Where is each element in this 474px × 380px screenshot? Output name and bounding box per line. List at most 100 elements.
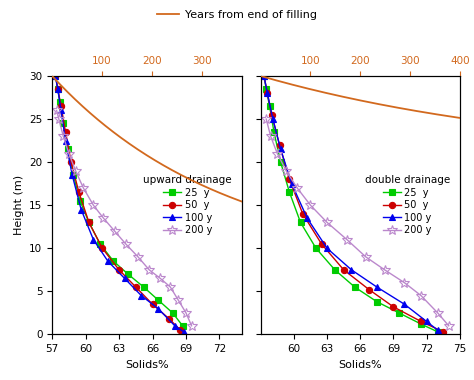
50  y (100, 246, 105, 250)
200 y (435, 310, 440, 315)
100 y (278, 147, 283, 152)
50  y (86, 220, 92, 225)
100 y (78, 207, 84, 212)
100 y (155, 306, 161, 311)
25  y (110, 259, 116, 263)
50  y (287, 177, 292, 182)
Line: 50  y: 50 y (52, 73, 183, 333)
50  y (53, 74, 58, 78)
100 y (424, 319, 429, 324)
50  y (150, 302, 155, 307)
Y-axis label: Height (m): Height (m) (14, 175, 24, 235)
25  y (313, 246, 319, 250)
200 y (344, 238, 350, 242)
200 y (189, 323, 194, 328)
25  y (155, 298, 161, 302)
25  y (77, 199, 83, 203)
50  y (68, 160, 74, 165)
100 y (55, 87, 61, 91)
25  y (264, 87, 269, 91)
25  y (287, 190, 292, 195)
50  y (391, 304, 396, 309)
Line: 100 y: 100 y (261, 73, 441, 333)
25  y (125, 272, 131, 276)
50  y (319, 242, 324, 246)
200 y (175, 298, 181, 302)
X-axis label: Solids%: Solids% (338, 360, 382, 370)
100 y (122, 276, 128, 281)
50  y (133, 285, 138, 289)
200 y (66, 151, 72, 156)
100 y (401, 302, 407, 307)
Line: 200 y: 200 y (52, 106, 196, 331)
25  y (298, 220, 303, 225)
200 y (274, 151, 280, 156)
200 y (324, 220, 330, 225)
200 y (91, 203, 96, 207)
100 y (91, 238, 96, 242)
200 y (183, 310, 189, 315)
200 y (418, 293, 424, 298)
100 y (304, 216, 310, 220)
100 y (348, 268, 354, 272)
50  y (261, 74, 267, 78)
Line: 25  y: 25 y (52, 73, 186, 329)
25  y (53, 74, 58, 78)
25  y (396, 310, 402, 315)
25  y (435, 329, 440, 334)
50  y (63, 130, 68, 134)
100 y (270, 117, 276, 121)
50  y (341, 268, 346, 272)
Legend: 25  y, 50  y, 100 y, 200 y: 25 y, 50 y, 100 y, 200 y (138, 171, 237, 240)
100 y (374, 285, 380, 289)
25  y (374, 299, 380, 304)
100 y (435, 328, 440, 332)
200 y (283, 168, 289, 173)
Line: 25  y: 25 y (261, 73, 441, 335)
25  y (352, 285, 357, 289)
50  y (116, 268, 122, 272)
100 y (58, 108, 64, 113)
50  y (269, 112, 274, 117)
Line: 100 y: 100 y (52, 73, 187, 335)
Line: 200 y: 200 y (261, 114, 454, 331)
X-axis label: Solids%: Solids% (125, 360, 169, 370)
25  y (332, 268, 337, 272)
200 y (382, 268, 387, 272)
50  y (55, 87, 61, 91)
25  y (170, 310, 175, 315)
25  y (97, 242, 103, 246)
200 y (123, 242, 128, 246)
25  y (261, 74, 267, 78)
100 y (69, 173, 75, 177)
50  y (58, 104, 64, 108)
200 y (268, 134, 273, 139)
100 y (53, 74, 58, 78)
25  y (86, 220, 92, 225)
50  y (178, 328, 183, 332)
50  y (264, 91, 270, 95)
50  y (418, 319, 424, 324)
100 y (172, 323, 178, 328)
50  y (166, 317, 172, 321)
200 y (112, 229, 118, 233)
200 y (56, 117, 62, 121)
Line: 50  y: 50 y (261, 73, 447, 335)
100 y (324, 246, 330, 250)
Legend: Years from end of filling: Years from end of filling (153, 6, 321, 24)
25  y (271, 130, 277, 134)
100 y (105, 259, 111, 263)
Legend: 25  y, 50  y, 100 y, 200 y: 25 y, 50 y, 100 y, 200 y (360, 171, 455, 240)
100 y (63, 138, 68, 143)
200 y (167, 285, 173, 289)
200 y (73, 168, 78, 173)
100 y (264, 91, 270, 95)
25  y (55, 87, 61, 91)
50  y (440, 329, 446, 334)
200 y (100, 216, 106, 220)
25  y (61, 121, 66, 126)
200 y (401, 280, 407, 285)
50  y (300, 212, 306, 216)
200 y (446, 323, 452, 328)
50  y (366, 287, 372, 292)
